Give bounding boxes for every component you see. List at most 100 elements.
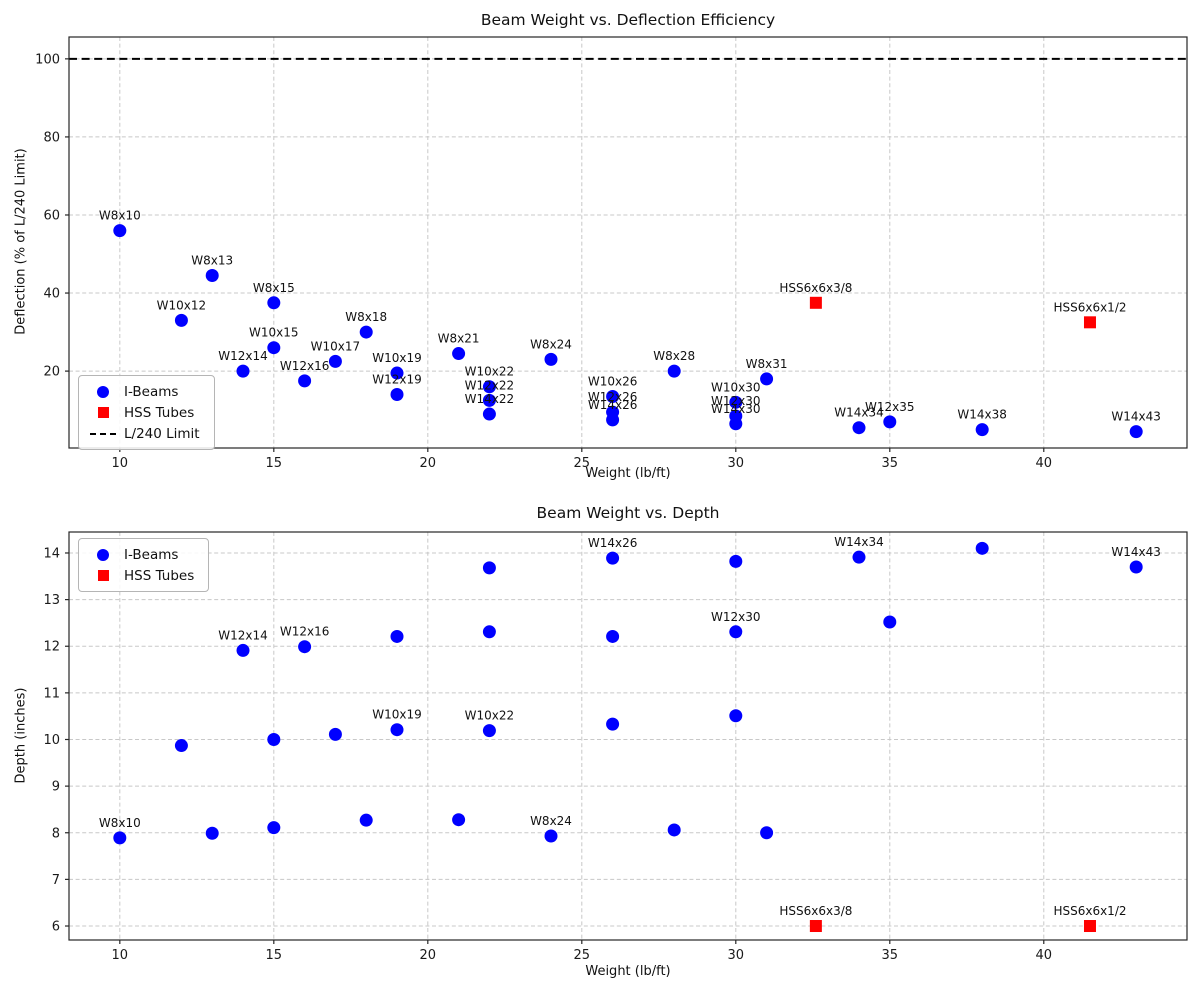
point-W14x43 [1129, 560, 1143, 574]
point-W12x22 [482, 393, 496, 407]
hss-marker-icon [90, 407, 116, 418]
label-W12x35: W12x35 [865, 400, 915, 414]
point-W8x24 [544, 352, 558, 366]
point-W14x22 [482, 407, 496, 421]
label-W14x22: W14x22 [465, 392, 515, 406]
y-tick-label: 100 [35, 52, 60, 67]
label-W12x26: W12x26 [588, 390, 638, 404]
label-W12x16: W12x16 [280, 625, 330, 639]
point-W10x15 [267, 341, 281, 355]
point-W8x10 [113, 224, 127, 238]
point-W12x19 [390, 629, 404, 643]
point-W8x31 [760, 372, 774, 386]
point-W10x19 [390, 723, 404, 737]
x-tick-label: 40 [1036, 456, 1053, 471]
label-W8x13: W8x13 [191, 253, 233, 267]
point-W8x28 [667, 364, 681, 378]
deflection-legend: I-Beams HSS Tubes L/240 Limit [78, 375, 215, 450]
point-W12x35 [883, 415, 897, 429]
deflection-y-axis-label: Deflection (% of L/240 Limit) [13, 148, 29, 335]
label-W8x10: W8x10 [99, 816, 141, 830]
label-W12x30: W12x30 [711, 610, 761, 624]
point-W14x22 [482, 561, 496, 575]
point-W10x22 [482, 724, 496, 738]
point-W10x12 [174, 739, 188, 753]
label-HSS6x6x1/2: HSS6x6x1/2 [1053, 300, 1126, 314]
label-W8x18: W8x18 [345, 310, 387, 324]
label-W12x16: W12x16 [280, 359, 330, 373]
label-W8x28: W8x28 [653, 349, 695, 363]
point-W12x14 [236, 643, 250, 657]
y-tick-label: 20 [43, 365, 60, 380]
point-W8x18 [359, 813, 373, 827]
legend-label: L/240 Limit [124, 425, 200, 442]
label-W8x21: W8x21 [438, 332, 480, 346]
x-tick-label: 40 [1036, 948, 1053, 963]
deflection-chart-canvas: 10 15 20 25 30 35 40 20 40 60 80 100 W8x10 W10x12 W8x1… [35, 36, 1188, 471]
point-W10x17 [328, 727, 342, 741]
x-tick-label: 25 [574, 948, 591, 963]
ibeam-marker-icon [90, 548, 116, 561]
dashed-line-icon [90, 432, 116, 435]
point-W12x35 [883, 615, 897, 629]
point-W8x10 [113, 831, 127, 845]
legend-item-hss: HSS Tubes [90, 402, 200, 423]
x-tick-label: 30 [728, 948, 745, 963]
x-tick-label: 25 [574, 456, 591, 471]
y-tick-label: 6 [52, 920, 60, 935]
y-tick-label: 40 [43, 287, 60, 302]
point-W12x22 [482, 625, 496, 639]
y-tick-label: 10 [43, 733, 60, 748]
label-W8x24: W8x24 [530, 337, 572, 351]
point-W12x30 [729, 625, 743, 639]
point-HSS6x6x3/8 [809, 296, 822, 309]
point-W10x26 [606, 717, 620, 731]
deflection-chart: 10 15 20 25 30 35 40 20 40 60 80 100 W8x10 W10x12 W8x1… [0, 0, 1200, 495]
label-W14x26: W14x26 [588, 536, 638, 550]
x-tick-label: 10 [112, 948, 129, 963]
point-W10x26 [606, 389, 620, 403]
legend-item-ibeams: I-Beams [90, 381, 200, 402]
label-W12x19: W12x19 [372, 373, 422, 387]
y-tick-label: 8 [52, 826, 60, 841]
point-W12x19 [390, 388, 404, 402]
point-W14x30 [729, 554, 743, 568]
label-W14x26: W14x26 [588, 398, 638, 412]
label-W8x10: W8x10 [99, 209, 141, 223]
legend-label: I-Beams [124, 383, 179, 400]
y-tick-label: 60 [43, 208, 60, 223]
x-tick-label: 20 [420, 456, 437, 471]
label-W12x14: W12x14 [218, 628, 268, 642]
point-W14x38 [975, 541, 989, 555]
label-W10x17: W10x17 [311, 339, 361, 353]
deflection-chart-title: Beam Weight vs. Deflection Efficiency [480, 11, 776, 29]
point-HSS6x6x1/2 [1083, 920, 1096, 933]
label-W10x19: W10x19 [372, 351, 422, 365]
plot-border [68, 531, 1188, 941]
label-W10x12: W10x12 [157, 298, 207, 312]
label-W14x43: W14x43 [1111, 410, 1161, 424]
y-tick-label: 13 [43, 593, 60, 608]
point-W8x21 [452, 813, 466, 827]
point-W12x26 [606, 629, 620, 643]
point-W14x43 [1129, 425, 1143, 439]
label-HSS6x6x1/2: HSS6x6x1/2 [1053, 904, 1126, 918]
point-W8x13 [205, 826, 219, 840]
label-W10x26: W10x26 [588, 374, 638, 388]
x-tick-label: 20 [420, 948, 437, 963]
y-tick-label: 14 [43, 546, 60, 561]
point-W14x26 [606, 413, 620, 427]
label-W10x15: W10x15 [249, 326, 299, 340]
point-W14x26 [606, 551, 620, 565]
point-W10x15 [267, 732, 281, 746]
label-W8x31: W8x31 [746, 357, 788, 371]
point-W8x24 [544, 829, 558, 843]
point-W12x16 [298, 640, 312, 654]
x-tick-label: 10 [112, 456, 129, 471]
point-W10x19 [390, 366, 404, 380]
label-W8x24: W8x24 [530, 814, 572, 828]
label-W10x30: W10x30 [711, 380, 761, 394]
depth-chart-title: Beam Weight vs. Depth [536, 504, 720, 522]
point-W8x31 [760, 826, 774, 840]
point-W8x28 [667, 823, 681, 837]
